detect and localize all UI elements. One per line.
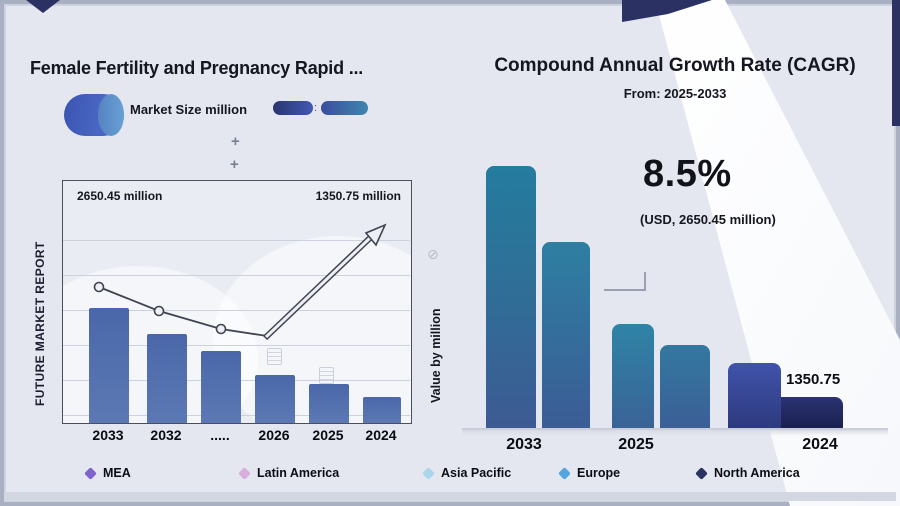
marker-dot xyxy=(93,281,105,293)
diamond-marker-icon xyxy=(558,466,571,480)
x-axis-line xyxy=(462,428,888,430)
bar-2024-series1 xyxy=(728,363,781,429)
bar-2032 xyxy=(147,334,187,423)
cagr-value: 8.5% xyxy=(643,153,732,195)
clipboard-icon xyxy=(267,348,282,365)
legend-item-latin-america: Latin America xyxy=(238,466,340,480)
bar-2033-series2 xyxy=(542,242,590,429)
x-axis-shadow xyxy=(462,430,888,436)
decorative-step-line xyxy=(604,289,645,291)
bar-2033 xyxy=(89,308,129,423)
market-size-label: Market Size million xyxy=(130,102,248,117)
cylinder-icon xyxy=(64,94,124,136)
bar-2025 xyxy=(309,384,349,423)
right-edge-navy-strip xyxy=(892,0,900,126)
bar-2026 xyxy=(255,375,295,423)
x-label-2033: 2033 xyxy=(92,427,124,443)
diamond-marker-icon xyxy=(422,466,435,480)
legend-label: Latin America xyxy=(257,466,340,480)
slashed-circle-icon: ⊘ xyxy=(427,246,439,262)
growth-arrow-head xyxy=(364,223,387,247)
bottom-edge-strip xyxy=(4,492,896,501)
x-label-2024: 2024 xyxy=(365,427,397,443)
x-label-dots: ..... xyxy=(210,427,230,443)
diamond-marker-icon xyxy=(84,466,97,480)
right-chart-ylabel: Value by million xyxy=(429,308,443,404)
bar-dots xyxy=(201,351,241,423)
pill-separator: : xyxy=(314,102,318,114)
left-chart-plot: 2650.45 million 1350.75 million xyxy=(62,180,412,424)
bar-2025-series2 xyxy=(660,345,710,429)
x-label-2025: 2025 xyxy=(618,436,654,453)
x-label-2033: 2033 xyxy=(506,436,542,453)
trend-line-and-arrow xyxy=(93,223,387,341)
gradient-pill-right xyxy=(321,101,368,115)
diamond-marker-icon xyxy=(238,466,251,480)
right-chart-title: Compound Annual Growth Rate (CAGR) xyxy=(494,55,856,76)
left-chart-title: Female Fertility and Pregnancy Rapid ... xyxy=(30,58,364,78)
bar-2025-series1 xyxy=(612,324,654,429)
annotation-right-value: 1350.75 million xyxy=(315,189,401,203)
cylinder-cap xyxy=(98,94,124,136)
diamond-marker-icon xyxy=(695,466,708,480)
x-label-2025: 2025 xyxy=(312,427,344,443)
plus-icon: + xyxy=(230,156,239,173)
legend-label: Europe xyxy=(577,466,621,480)
bar-2024-series2 xyxy=(781,397,843,429)
future-market-report-watermark: FUTURE MARKET REPORT xyxy=(33,241,47,407)
clipboard-icon xyxy=(319,367,334,384)
trend-line xyxy=(98,286,268,337)
marker-dot xyxy=(153,305,165,317)
right-chart-subtitle: From: 2025-2033 xyxy=(623,86,727,101)
x-label-2024: 2024 xyxy=(802,436,838,453)
decorative-step-line xyxy=(644,272,646,291)
legend-item-mea: MEA xyxy=(84,466,131,480)
legend-label: Asia Pacific xyxy=(441,466,512,480)
annotation-left-value: 2650.45 million xyxy=(77,189,163,203)
bar-2024 xyxy=(363,397,401,423)
legend-item-north-america: North America xyxy=(695,466,800,480)
legend-label: North America xyxy=(714,466,800,480)
data-label-1350: 1350.75 xyxy=(786,371,841,388)
legend-item-asia-pacific: Asia Pacific xyxy=(422,466,512,480)
legend-item-europe: Europe xyxy=(558,466,621,480)
legend-label: MEA xyxy=(103,466,131,480)
bar-2033-series1 xyxy=(486,166,536,429)
gradient-pill-left xyxy=(273,101,313,115)
usd-note: (USD, 2650.45 million) xyxy=(640,212,776,227)
top-left-notch xyxy=(26,0,60,13)
x-label-2026: 2026 xyxy=(258,427,290,443)
plus-icon: + xyxy=(231,133,240,150)
marker-dot xyxy=(215,323,227,335)
x-label-2032: 2032 xyxy=(150,427,182,443)
right-chart-plot xyxy=(462,140,892,436)
growth-arrow-shaft xyxy=(264,236,372,339)
